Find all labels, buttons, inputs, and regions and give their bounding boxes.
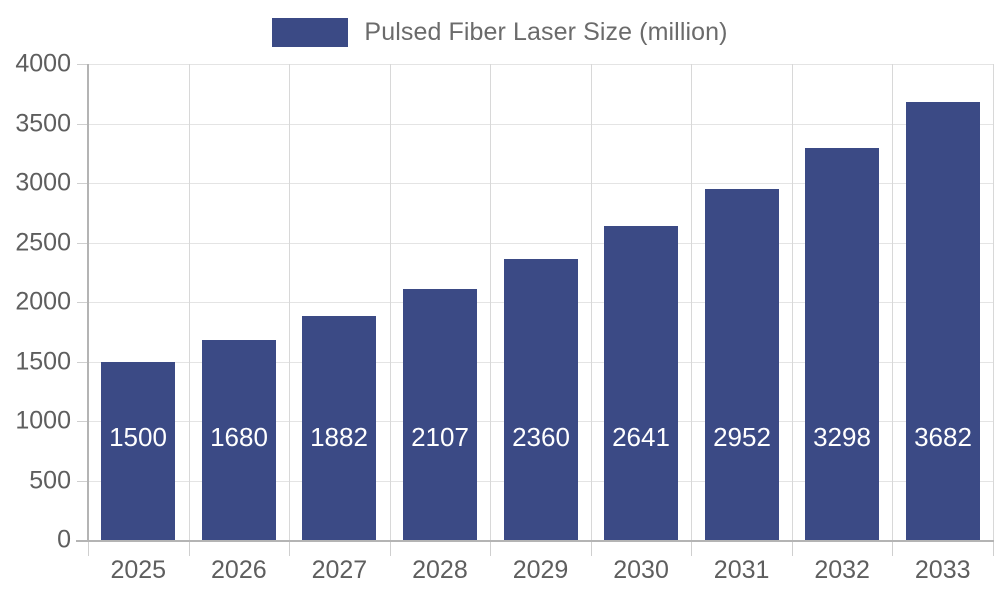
- y-axis-tick-label: 4000: [15, 49, 71, 78]
- x-axis-line: [76, 540, 994, 542]
- bar-value-label: 1500: [109, 422, 167, 452]
- x-axis-tick-label: 2030: [613, 556, 669, 584]
- bar[interactable]: [202, 340, 276, 540]
- x-axis-tick-mark: [189, 542, 190, 556]
- bar-value-label: 2641: [612, 422, 670, 452]
- bar[interactable]: [403, 289, 477, 540]
- bar-value-label: 1882: [310, 422, 368, 452]
- bar[interactable]: [101, 361, 175, 540]
- y-axis-tick-label: 2000: [15, 287, 71, 316]
- y-axis-tick-label: 3000: [15, 168, 71, 197]
- chart-legend: Pulsed Fiber Laser Size (million): [0, 10, 1000, 54]
- gridline-vertical: [691, 64, 692, 540]
- y-axis-tick-mark: [77, 64, 88, 65]
- bar-value-label: 1680: [210, 422, 268, 452]
- x-axis-tick-mark: [88, 542, 89, 556]
- gridline-vertical: [993, 64, 994, 540]
- x-axis-tick-label: 2027: [311, 556, 368, 584]
- gridline-horizontal: [88, 183, 993, 184]
- y-axis-tick-mark: [77, 242, 88, 244]
- bar-value-label: 2360: [512, 422, 570, 452]
- bar[interactable]: [504, 259, 578, 540]
- gridline-vertical: [390, 64, 391, 540]
- bar-value-label: 3298: [813, 422, 871, 452]
- bar-value-label: 2107: [411, 422, 469, 452]
- bar[interactable]: [906, 101, 980, 540]
- y-axis-tick-label: 500: [29, 466, 71, 494]
- y-axis-line: [87, 64, 89, 541]
- x-axis-tick-label: 2031: [713, 556, 770, 584]
- bar[interactable]: [805, 147, 879, 540]
- x-axis-tick-mark: [892, 542, 893, 556]
- x-axis-tick-mark: [591, 542, 592, 556]
- gridline-vertical: [490, 64, 491, 540]
- y-axis-tick-mark: [77, 361, 88, 363]
- bar[interactable]: [302, 316, 376, 540]
- x-axis-tick-label: 2028: [412, 556, 468, 584]
- y-axis-tick-label: 2500: [15, 228, 71, 256]
- gridline-vertical: [289, 64, 290, 540]
- legend-label-pulsed-fiber-laser-size: Pulsed Fiber Laser Size (million): [364, 17, 728, 46]
- x-axis-tick-label: 2032: [814, 556, 870, 584]
- x-axis-tick-label: 2033: [914, 556, 971, 584]
- y-axis-tick-label: 0: [57, 525, 71, 554]
- bar-value-label: 2952: [713, 422, 771, 452]
- y-axis-tick-mark: [77, 302, 88, 303]
- y-axis-tick-label: 3500: [15, 109, 71, 137]
- bar-value-label: 3682: [914, 422, 972, 452]
- x-axis-tick-label: 2025: [110, 556, 167, 584]
- x-axis-tick-mark: [792, 542, 793, 556]
- gridline-horizontal: [88, 64, 993, 65]
- gridline-vertical: [591, 64, 592, 540]
- x-axis-tick-mark: [490, 542, 491, 556]
- gridline-horizontal: [88, 242, 993, 244]
- y-axis-tick-mark: [77, 183, 88, 184]
- gridline-vertical: [792, 64, 793, 540]
- bar[interactable]: [604, 225, 678, 540]
- legend-swatch-pulsed-fiber-laser-size: [272, 17, 349, 47]
- y-axis-tick-label: 1500: [15, 347, 71, 375]
- bar[interactable]: [705, 188, 779, 540]
- y-axis-tick-mark: [77, 123, 88, 125]
- x-axis-tick-mark: [289, 542, 290, 556]
- x-axis-tick-mark: [993, 542, 994, 556]
- y-axis-tick-label: 1000: [15, 406, 71, 435]
- y-axis-tick-mark: [77, 421, 88, 422]
- x-axis-tick-mark: [390, 542, 391, 556]
- gridline-vertical: [189, 64, 190, 540]
- x-axis-tick-label: 2026: [211, 556, 267, 584]
- plot-area: 0 500 1000 1500 2000 2500 3000 3500 4000 1500 2025…: [15, 51, 994, 583]
- y-axis-tick-mark: [77, 480, 88, 482]
- x-axis-tick-mark: [691, 542, 692, 556]
- x-axis-tick-label: 2029: [512, 556, 569, 584]
- gridline-vertical: [892, 64, 893, 540]
- gridline-horizontal: [88, 123, 993, 125]
